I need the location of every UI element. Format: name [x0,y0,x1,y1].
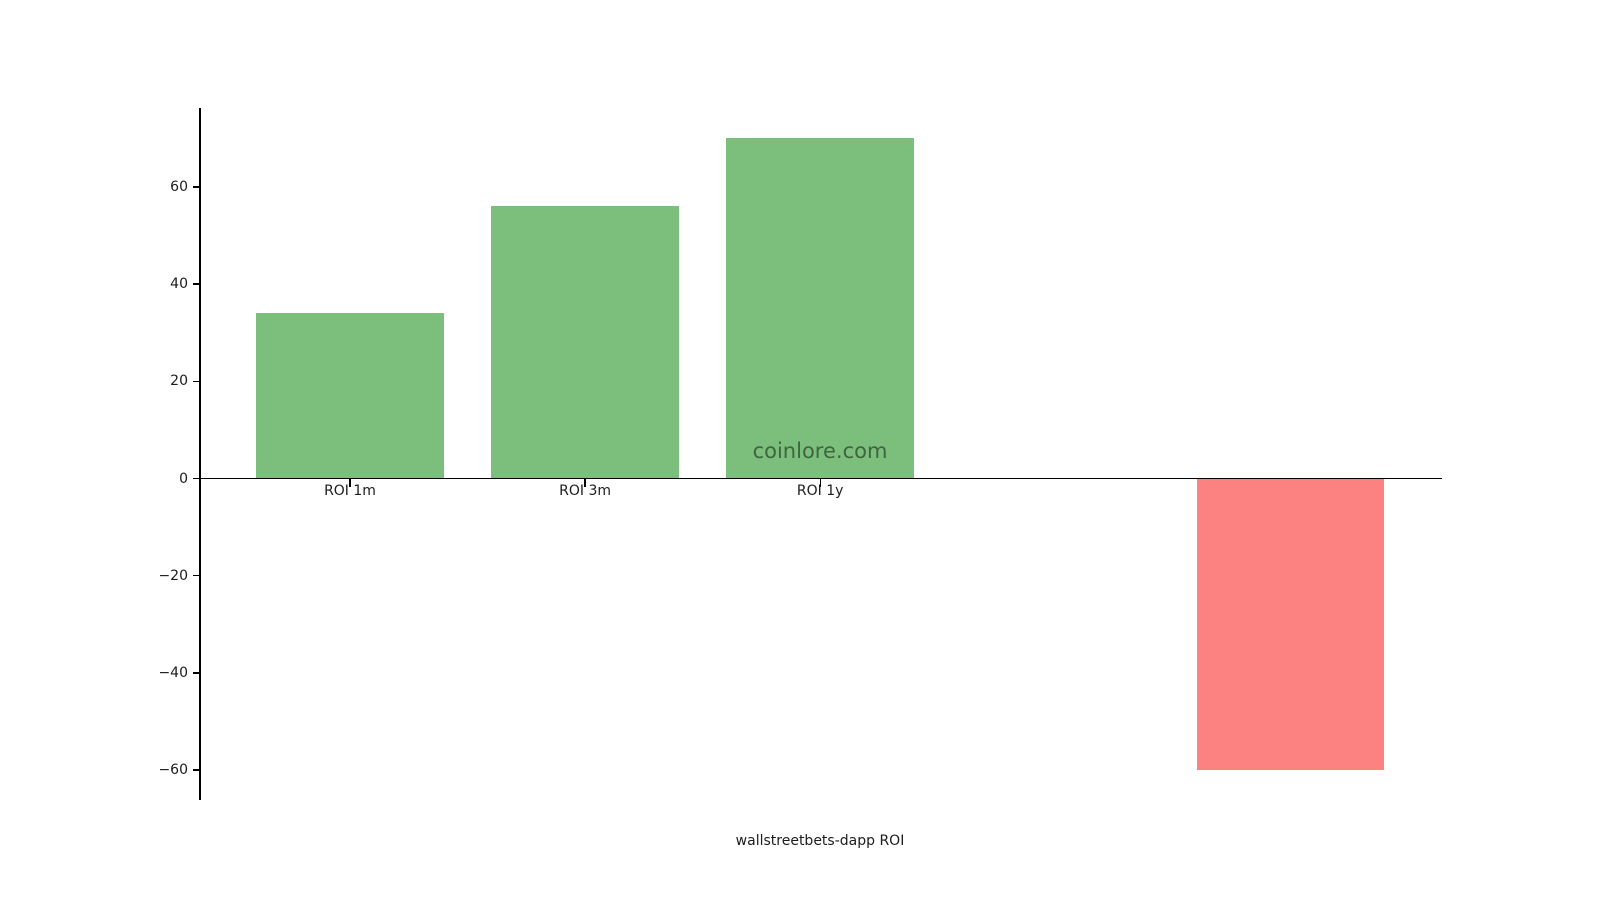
y-tick-label: 0 [179,470,188,487]
x-tick-mark [584,477,586,487]
watermark-text: coinlore.com [752,439,888,463]
x-tick-mark [349,477,351,487]
y-tick-label: −60 [158,762,188,779]
bar-roi-1y [726,138,914,479]
y-tick-label: −20 [158,567,188,584]
bar-roi-3m [491,206,679,479]
y-tick-mark [193,575,200,577]
y-tick-label: 60 [170,178,188,195]
x-tick-label: ROI 1m [324,482,376,499]
y-tick-mark [193,672,200,674]
x-tick-label: ROI 1y [796,482,844,499]
x-tick-mark [819,477,821,487]
y-axis-spine [199,108,201,800]
y-tick-label: 40 [170,276,188,293]
chart-title: wallstreetbets-dapp ROI [735,833,905,849]
y-tick-mark [193,477,200,480]
zero-axis-line [200,477,1442,480]
y-tick-label: 20 [170,373,188,390]
y-tick-mark [193,380,200,382]
y-tick-mark [193,769,200,771]
bar-roi-1m [256,313,444,479]
x-tick-label: ROI 3m [559,482,612,499]
y-tick-label: −40 [158,664,188,681]
y-tick-mark [193,283,200,285]
y-tick-mark [193,186,200,188]
bar-unlabeled [1196,479,1385,771]
